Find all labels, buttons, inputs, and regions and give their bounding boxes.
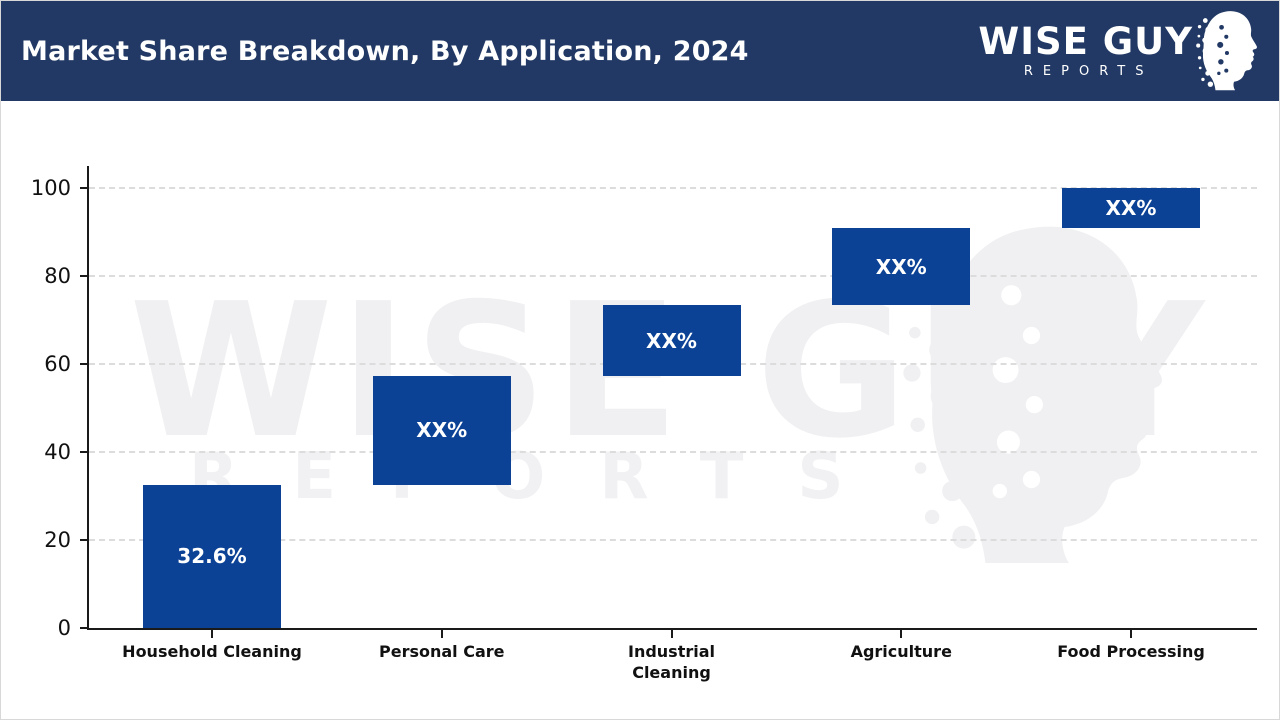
bar [1062,188,1200,229]
y-tick-label: 100 [30,176,71,200]
y-tick-label: 60 [44,352,71,376]
bar-value-label: XX% [416,418,468,443]
gridline [89,539,1257,541]
gridline [89,275,1257,277]
bar [832,228,971,306]
logo-face-icon [1195,7,1263,95]
bar [372,376,511,485]
y-tick-label: 80 [44,264,71,288]
gridline [89,451,1257,453]
y-axis-line [87,166,89,630]
y-tick-mark [80,187,88,189]
x-tick-mark [900,630,903,638]
header: Market Share Breakdown, By Application, … [1,1,1279,101]
x-tick-mark [211,630,213,638]
brand-subtitle: REPORTS [1023,64,1154,79]
page-title: Market Share Breakdown, By Application, … [21,35,749,67]
y-tick-mark [80,363,88,365]
x-tick-mark [1130,630,1132,638]
x-category-label: Food Processing [1057,642,1205,661]
bar-value-label: XX% [1105,196,1157,221]
bar [143,484,281,628]
bar-value-label: XX% [646,328,697,353]
brand-wordmark: WISE GUY REPORTS [978,23,1193,79]
x-axis-line [87,628,1257,630]
y-tick-label: 20 [44,528,71,552]
y-tick-mark [80,539,88,541]
y-tick-mark [80,627,88,629]
bar [602,305,741,377]
x-tick-mark [670,630,673,638]
brand-name: WISE GUY [978,20,1193,63]
x-category-label: Agriculture [850,642,952,661]
y-tick-mark [80,451,88,453]
gridline [89,187,1257,189]
y-tick-mark [80,275,88,277]
bar-value-label: 32.6% [177,544,247,569]
bar-value-label: XX% [875,254,927,279]
brand-logo: WISE GUY REPORTS [978,7,1263,95]
x-category-label: Personal Care [378,642,505,661]
x-category-label: Industrial Cleaning [627,642,715,682]
y-tick-label: 0 [57,616,71,640]
y-tick-label: 40 [44,440,71,464]
x-category-label: Household Cleaning [122,642,302,661]
watermark-subtext: REPORTS [189,440,898,514]
x-tick-mark [440,630,443,638]
